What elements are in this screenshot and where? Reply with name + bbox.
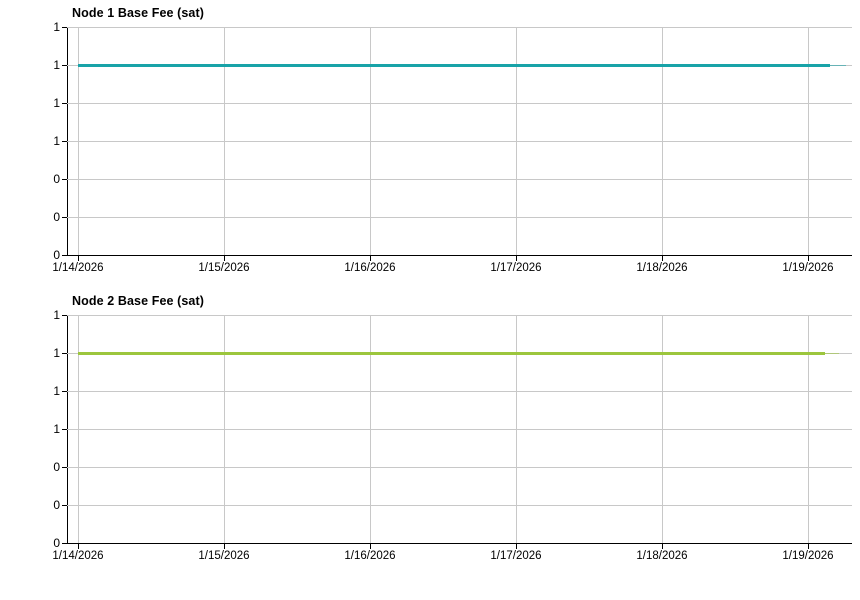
- x-tick-label: 1/17/2026: [490, 262, 542, 274]
- chart-title-node1: Node 1 Base Fee (sat): [72, 6, 205, 20]
- y-tick-mark: [62, 179, 68, 180]
- series-line-node2-tail: [825, 353, 839, 354]
- x-tick-label: 1/14/2026: [52, 262, 104, 274]
- series-line-node2: [78, 352, 825, 355]
- x-axis-labels-node1: 1/14/2026 1/15/2026 1/16/2026 1/17/2026 …: [0, 262, 860, 278]
- x-tick-label: 1/15/2026: [198, 550, 250, 562]
- gridline-vertical: [516, 27, 517, 255]
- gridline-vertical: [78, 315, 79, 543]
- x-tick-mark: [516, 256, 517, 261]
- y-tick-mark: [62, 65, 68, 66]
- y-tick-mark: [62, 27, 68, 28]
- x-tick-mark: [78, 544, 79, 549]
- x-tick-mark: [808, 256, 809, 261]
- gridline-horizontal: [67, 179, 852, 180]
- gridline-vertical: [370, 315, 371, 543]
- gridline-horizontal: [67, 27, 852, 28]
- x-tick-mark: [224, 544, 225, 549]
- gridline-vertical: [662, 315, 663, 543]
- chart-panel-node2: Node 2 Base Fee (sat) 1 1 1 1 0 0 0: [0, 288, 860, 580]
- series-line-node1: [78, 64, 830, 67]
- gridline-vertical: [808, 315, 809, 543]
- y-tick-mark: [62, 103, 68, 104]
- gridline-horizontal: [67, 315, 852, 316]
- y-tick-label: 0: [53, 210, 60, 224]
- y-tick-label: 1: [53, 384, 60, 398]
- x-tick-label: 1/18/2026: [636, 262, 688, 274]
- x-tick-mark: [370, 544, 371, 549]
- x-tick-mark: [808, 544, 809, 549]
- x-tick-mark: [78, 256, 79, 261]
- gridline-vertical: [808, 27, 809, 255]
- gridline-horizontal: [67, 217, 852, 218]
- y-tick-mark: [62, 505, 68, 506]
- x-tick-mark: [224, 256, 225, 261]
- x-axis-line-node2: [67, 543, 852, 544]
- x-tick-mark: [662, 256, 663, 261]
- chart-panel-node1: Node 1 Base Fee (sat) 1 1 1 1 0 0 0: [0, 0, 860, 292]
- y-tick-label: 1: [53, 308, 60, 322]
- plot-area-node1: [67, 27, 852, 255]
- y-axis-labels-node2: 1 1 1 1 0 0 0: [34, 288, 60, 580]
- y-tick-mark: [62, 543, 68, 544]
- y-tick-mark: [62, 217, 68, 218]
- x-tick-label: 1/18/2026: [636, 550, 688, 562]
- gridline-vertical: [224, 27, 225, 255]
- y-tick-mark: [62, 255, 68, 256]
- x-tick-label: 1/15/2026: [198, 262, 250, 274]
- y-tick-mark: [62, 141, 68, 142]
- series-line-node1-tail: [830, 65, 846, 66]
- gridline-vertical: [516, 315, 517, 543]
- gridline-vertical: [78, 27, 79, 255]
- x-axis-labels-node2: 1/14/2026 1/15/2026 1/16/2026 1/17/2026 …: [0, 550, 860, 566]
- x-tick-label: 1/16/2026: [344, 550, 396, 562]
- y-tick-mark: [62, 429, 68, 430]
- gridline-horizontal: [67, 141, 852, 142]
- y-tick-label: 0: [53, 172, 60, 186]
- y-axis-labels-node1: 1 1 1 1 0 0 0: [34, 0, 60, 292]
- x-tick-mark: [662, 544, 663, 549]
- y-tick-label: 1: [53, 134, 60, 148]
- gridline-horizontal: [67, 391, 852, 392]
- gridline-horizontal: [67, 467, 852, 468]
- gridline-horizontal: [67, 103, 852, 104]
- gridline-horizontal: [67, 429, 852, 430]
- x-tick-label: 1/14/2026: [52, 550, 104, 562]
- y-tick-mark: [62, 315, 68, 316]
- gridline-vertical: [370, 27, 371, 255]
- x-tick-label: 1/17/2026: [490, 550, 542, 562]
- x-tick-label: 1/19/2026: [782, 262, 834, 274]
- y-tick-label: 1: [53, 96, 60, 110]
- chart-title-node2: Node 2 Base Fee (sat): [72, 294, 205, 308]
- y-tick-label: 0: [53, 460, 60, 474]
- x-axis-line-node1: [67, 255, 852, 256]
- y-tick-label: 0: [53, 498, 60, 512]
- y-tick-mark: [62, 467, 68, 468]
- gridline-vertical: [662, 27, 663, 255]
- y-tick-label: 1: [53, 346, 60, 360]
- x-tick-label: 1/16/2026: [344, 262, 396, 274]
- y-tick-label: 0: [53, 536, 60, 550]
- y-tick-label: 1: [53, 58, 60, 72]
- y-tick-mark: [62, 353, 68, 354]
- gridline-vertical: [224, 315, 225, 543]
- y-tick-label: 1: [53, 20, 60, 34]
- y-tick-label: 0: [53, 248, 60, 262]
- y-tick-label: 1: [53, 422, 60, 436]
- x-tick-mark: [370, 256, 371, 261]
- gridline-horizontal: [67, 505, 852, 506]
- x-tick-mark: [516, 544, 517, 549]
- y-tick-mark: [62, 391, 68, 392]
- x-tick-label: 1/19/2026: [782, 550, 834, 562]
- plot-area-node2: [67, 315, 852, 543]
